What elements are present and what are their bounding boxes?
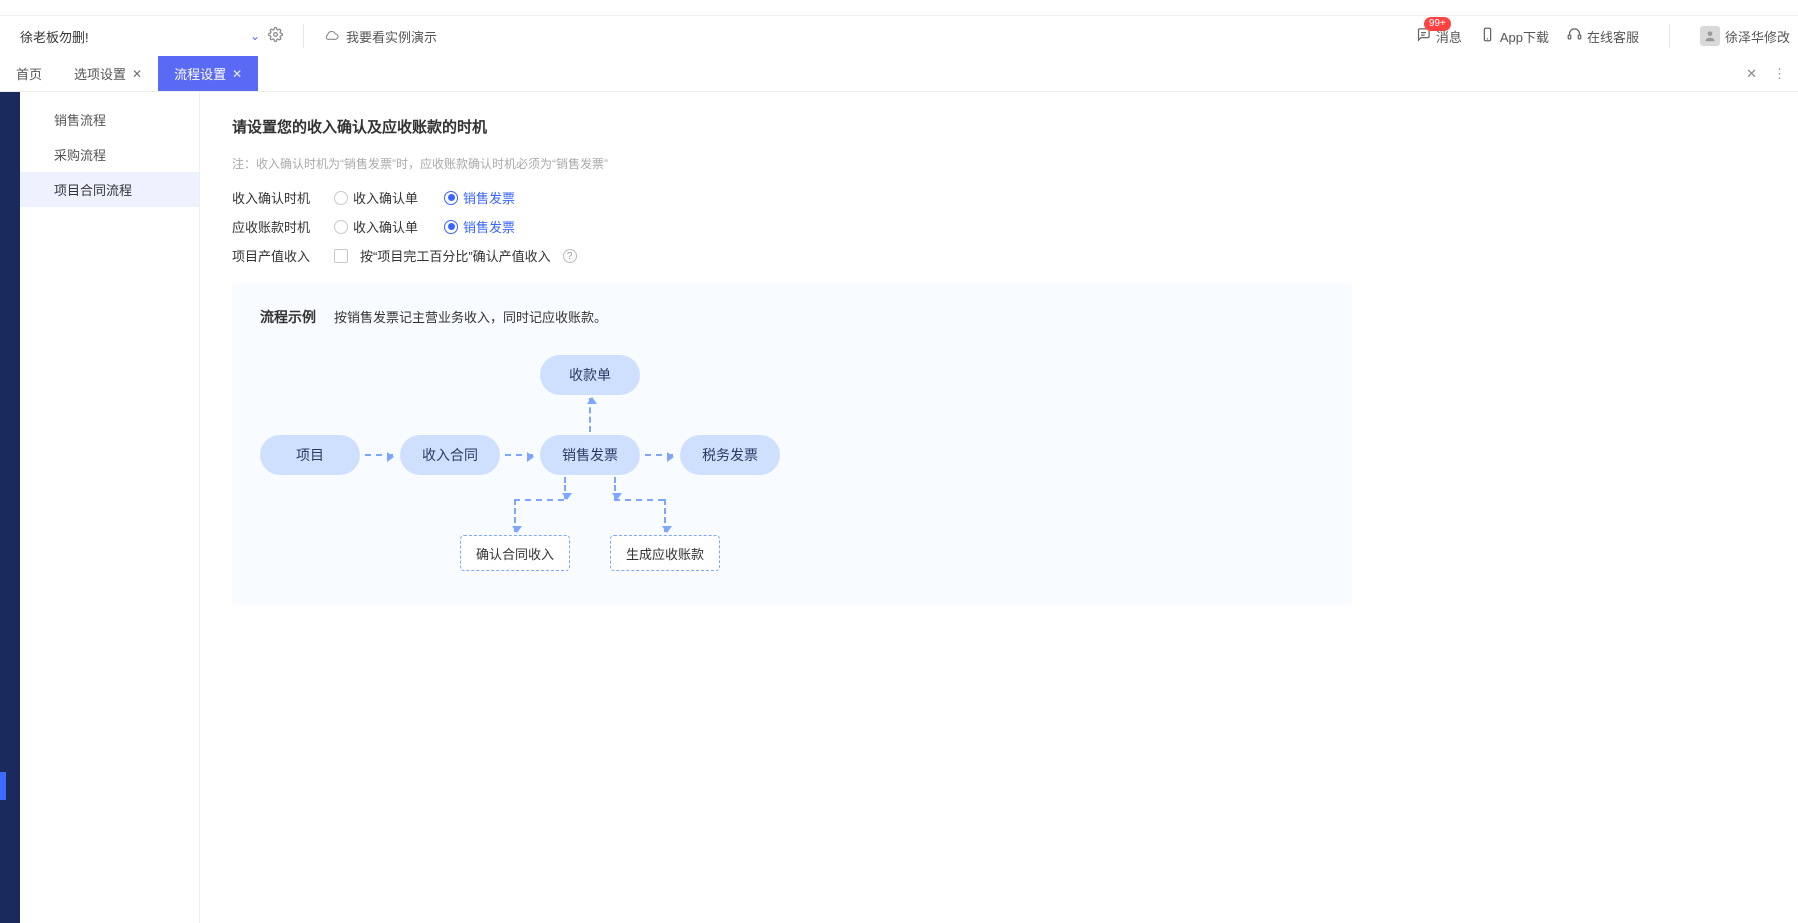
headset-icon xyxy=(1567,27,1582,45)
node-generate-ar: 生成应收账款 xyxy=(610,535,720,571)
tab-label: 首页 xyxy=(16,64,42,83)
form-label: 应收账款时机 xyxy=(232,217,322,236)
header-left: 徐老板勿删! ⌄ 我要看实例演示 xyxy=(20,24,437,48)
page-title: 请设置您的收入确认及应收账款的时机 xyxy=(232,116,1766,137)
arrow-segment xyxy=(564,477,566,499)
arrow-segment xyxy=(614,499,664,501)
radio-income-confirm-sheet[interactable]: 收入确认单 xyxy=(334,217,418,236)
messages-badge: 99+ xyxy=(1424,17,1451,31)
demo-link[interactable]: 我要看实例演示 xyxy=(324,27,437,46)
side-item-label: 项目合同流程 xyxy=(54,183,132,198)
online-service-label: 在线客服 xyxy=(1587,27,1639,46)
row-project-output-income: 项目产值收入 按“项目完工百分比”确认产值收入 ? xyxy=(232,246,1766,265)
node-receipt: 收款单 xyxy=(540,355,640,395)
tab-extra-controls: ✕ ⋮ xyxy=(1740,56,1792,91)
company-select[interactable]: 徐老板勿删! ⌄ xyxy=(20,27,260,46)
node-tax-invoice: 税务发票 xyxy=(680,435,780,475)
side-item-sales-process[interactable]: 销售流程 xyxy=(20,102,199,137)
flow-title: 流程示例 xyxy=(260,307,316,327)
close-icon[interactable]: ✕ xyxy=(132,67,142,81)
arrow-icon xyxy=(505,454,533,456)
side-nav: 销售流程 采购流程 项目合同流程 xyxy=(20,92,200,923)
form-label: 项目产值收入 xyxy=(232,246,322,265)
node-project: 项目 xyxy=(260,435,360,475)
app-download-link[interactable]: App下载 xyxy=(1480,27,1549,46)
arrow-icon xyxy=(664,499,666,532)
messages-link[interactable]: 99+ 消息 xyxy=(1416,27,1462,46)
phone-icon xyxy=(1480,27,1495,45)
radio-label: 收入确认单 xyxy=(353,188,418,207)
divider xyxy=(1669,24,1670,48)
tab-bar: 首页 选项设置 ✕ 流程设置 ✕ ✕ ⋮ xyxy=(0,56,1798,92)
arrow-segment xyxy=(614,477,616,499)
radio-income-confirm-sheet[interactable]: 收入确认单 xyxy=(334,188,418,207)
browser-top-strip xyxy=(0,0,1798,16)
flow-diagram: 项目 收入合同 销售发票 税务发票 收款单 确认合同收入 生成应收账款 xyxy=(260,345,1060,575)
company-name: 徐老板勿删! xyxy=(20,27,89,46)
row-income-confirm-timing: 收入确认时机 收入确认单 销售发票 xyxy=(232,188,1766,207)
gear-icon[interactable] xyxy=(268,27,283,45)
avatar-icon xyxy=(1700,26,1720,46)
close-icon[interactable]: ✕ xyxy=(232,67,242,81)
tab-process-settings[interactable]: 流程设置 ✕ xyxy=(158,56,258,91)
main-nav-rail[interactable] xyxy=(0,92,20,923)
arrow-icon xyxy=(514,499,516,532)
side-item-purchase-process[interactable]: 采购流程 xyxy=(20,137,199,172)
username-label: 徐泽华修改 xyxy=(1725,27,1790,46)
chevron-down-icon: ⌄ xyxy=(250,29,260,43)
nav-rail-active-indicator xyxy=(0,772,6,800)
node-confirm-contract-income: 确认合同收入 xyxy=(460,535,570,571)
arrow-icon xyxy=(365,454,393,456)
radio-label: 销售发票 xyxy=(463,217,515,236)
online-service-link[interactable]: 在线客服 xyxy=(1567,27,1639,46)
side-item-project-contract-process[interactable]: 项目合同流程 xyxy=(20,172,199,207)
header-bar: 徐老板勿删! ⌄ 我要看实例演示 99+ 消息 App下载 xyxy=(0,16,1798,56)
demo-link-text: 我要看实例演示 xyxy=(346,27,437,46)
close-all-tabs-icon[interactable]: ✕ xyxy=(1740,64,1763,84)
node-income-contract: 收入合同 xyxy=(400,435,500,475)
tabs-more-icon[interactable]: ⋮ xyxy=(1767,64,1792,84)
main-content: 请设置您的收入确认及应收账款的时机 注：收入确认时机为“销售发票”时，应收账款确… xyxy=(200,92,1798,923)
divider xyxy=(303,24,304,48)
cloud-icon xyxy=(324,30,340,42)
arrow-icon xyxy=(589,398,591,432)
tab-label: 流程设置 xyxy=(174,64,226,83)
checkbox-label: 按“项目完工百分比”确认产值收入 xyxy=(360,246,551,265)
node-sales-invoice: 销售发票 xyxy=(540,435,640,475)
tab-label: 选项设置 xyxy=(74,64,126,83)
arrow-segment xyxy=(514,499,564,501)
user-menu[interactable]: 徐泽华修改 xyxy=(1700,26,1790,46)
help-icon[interactable]: ? xyxy=(563,249,577,263)
form-label: 收入确认时机 xyxy=(232,188,322,207)
radio-label: 收入确认单 xyxy=(353,217,418,236)
tab-home[interactable]: 首页 xyxy=(0,56,58,91)
flow-description: 按销售发票记主营业务收入，同时记应收账款。 xyxy=(334,307,607,326)
header-right: 99+ 消息 App下载 在线客服 徐泽华修改 xyxy=(1416,24,1790,48)
side-item-label: 采购流程 xyxy=(54,148,106,163)
row-ar-timing: 应收账款时机 收入确认单 销售发票 xyxy=(232,217,1766,236)
note-text: 注：收入确认时机为“销售发票”时，应收账款确认时机必须为“销售发票” xyxy=(232,155,1766,172)
flow-example-panel: 流程示例 按销售发票记主营业务收入，同时记应收账款。 项目 收入合同 销售发票 … xyxy=(232,283,1352,605)
side-item-label: 销售流程 xyxy=(54,113,106,128)
arrow-icon xyxy=(645,454,673,456)
checkbox-percentage-completion[interactable] xyxy=(334,249,348,263)
tab-options-settings[interactable]: 选项设置 ✕ xyxy=(58,56,158,91)
radio-sales-invoice[interactable]: 销售发票 xyxy=(444,217,515,236)
app-download-label: App下载 xyxy=(1500,27,1549,46)
radio-sales-invoice[interactable]: 销售发票 xyxy=(444,188,515,207)
body-area: 销售流程 采购流程 项目合同流程 请设置您的收入确认及应收账款的时机 注：收入确… xyxy=(0,92,1798,923)
radio-label: 销售发票 xyxy=(463,188,515,207)
